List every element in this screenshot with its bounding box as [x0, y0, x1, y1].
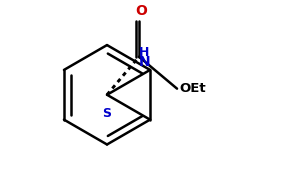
Text: O: O: [135, 4, 147, 18]
Text: S: S: [103, 107, 111, 120]
Text: H: H: [139, 46, 149, 59]
Text: N: N: [138, 55, 150, 69]
Text: OEt: OEt: [179, 82, 206, 95]
